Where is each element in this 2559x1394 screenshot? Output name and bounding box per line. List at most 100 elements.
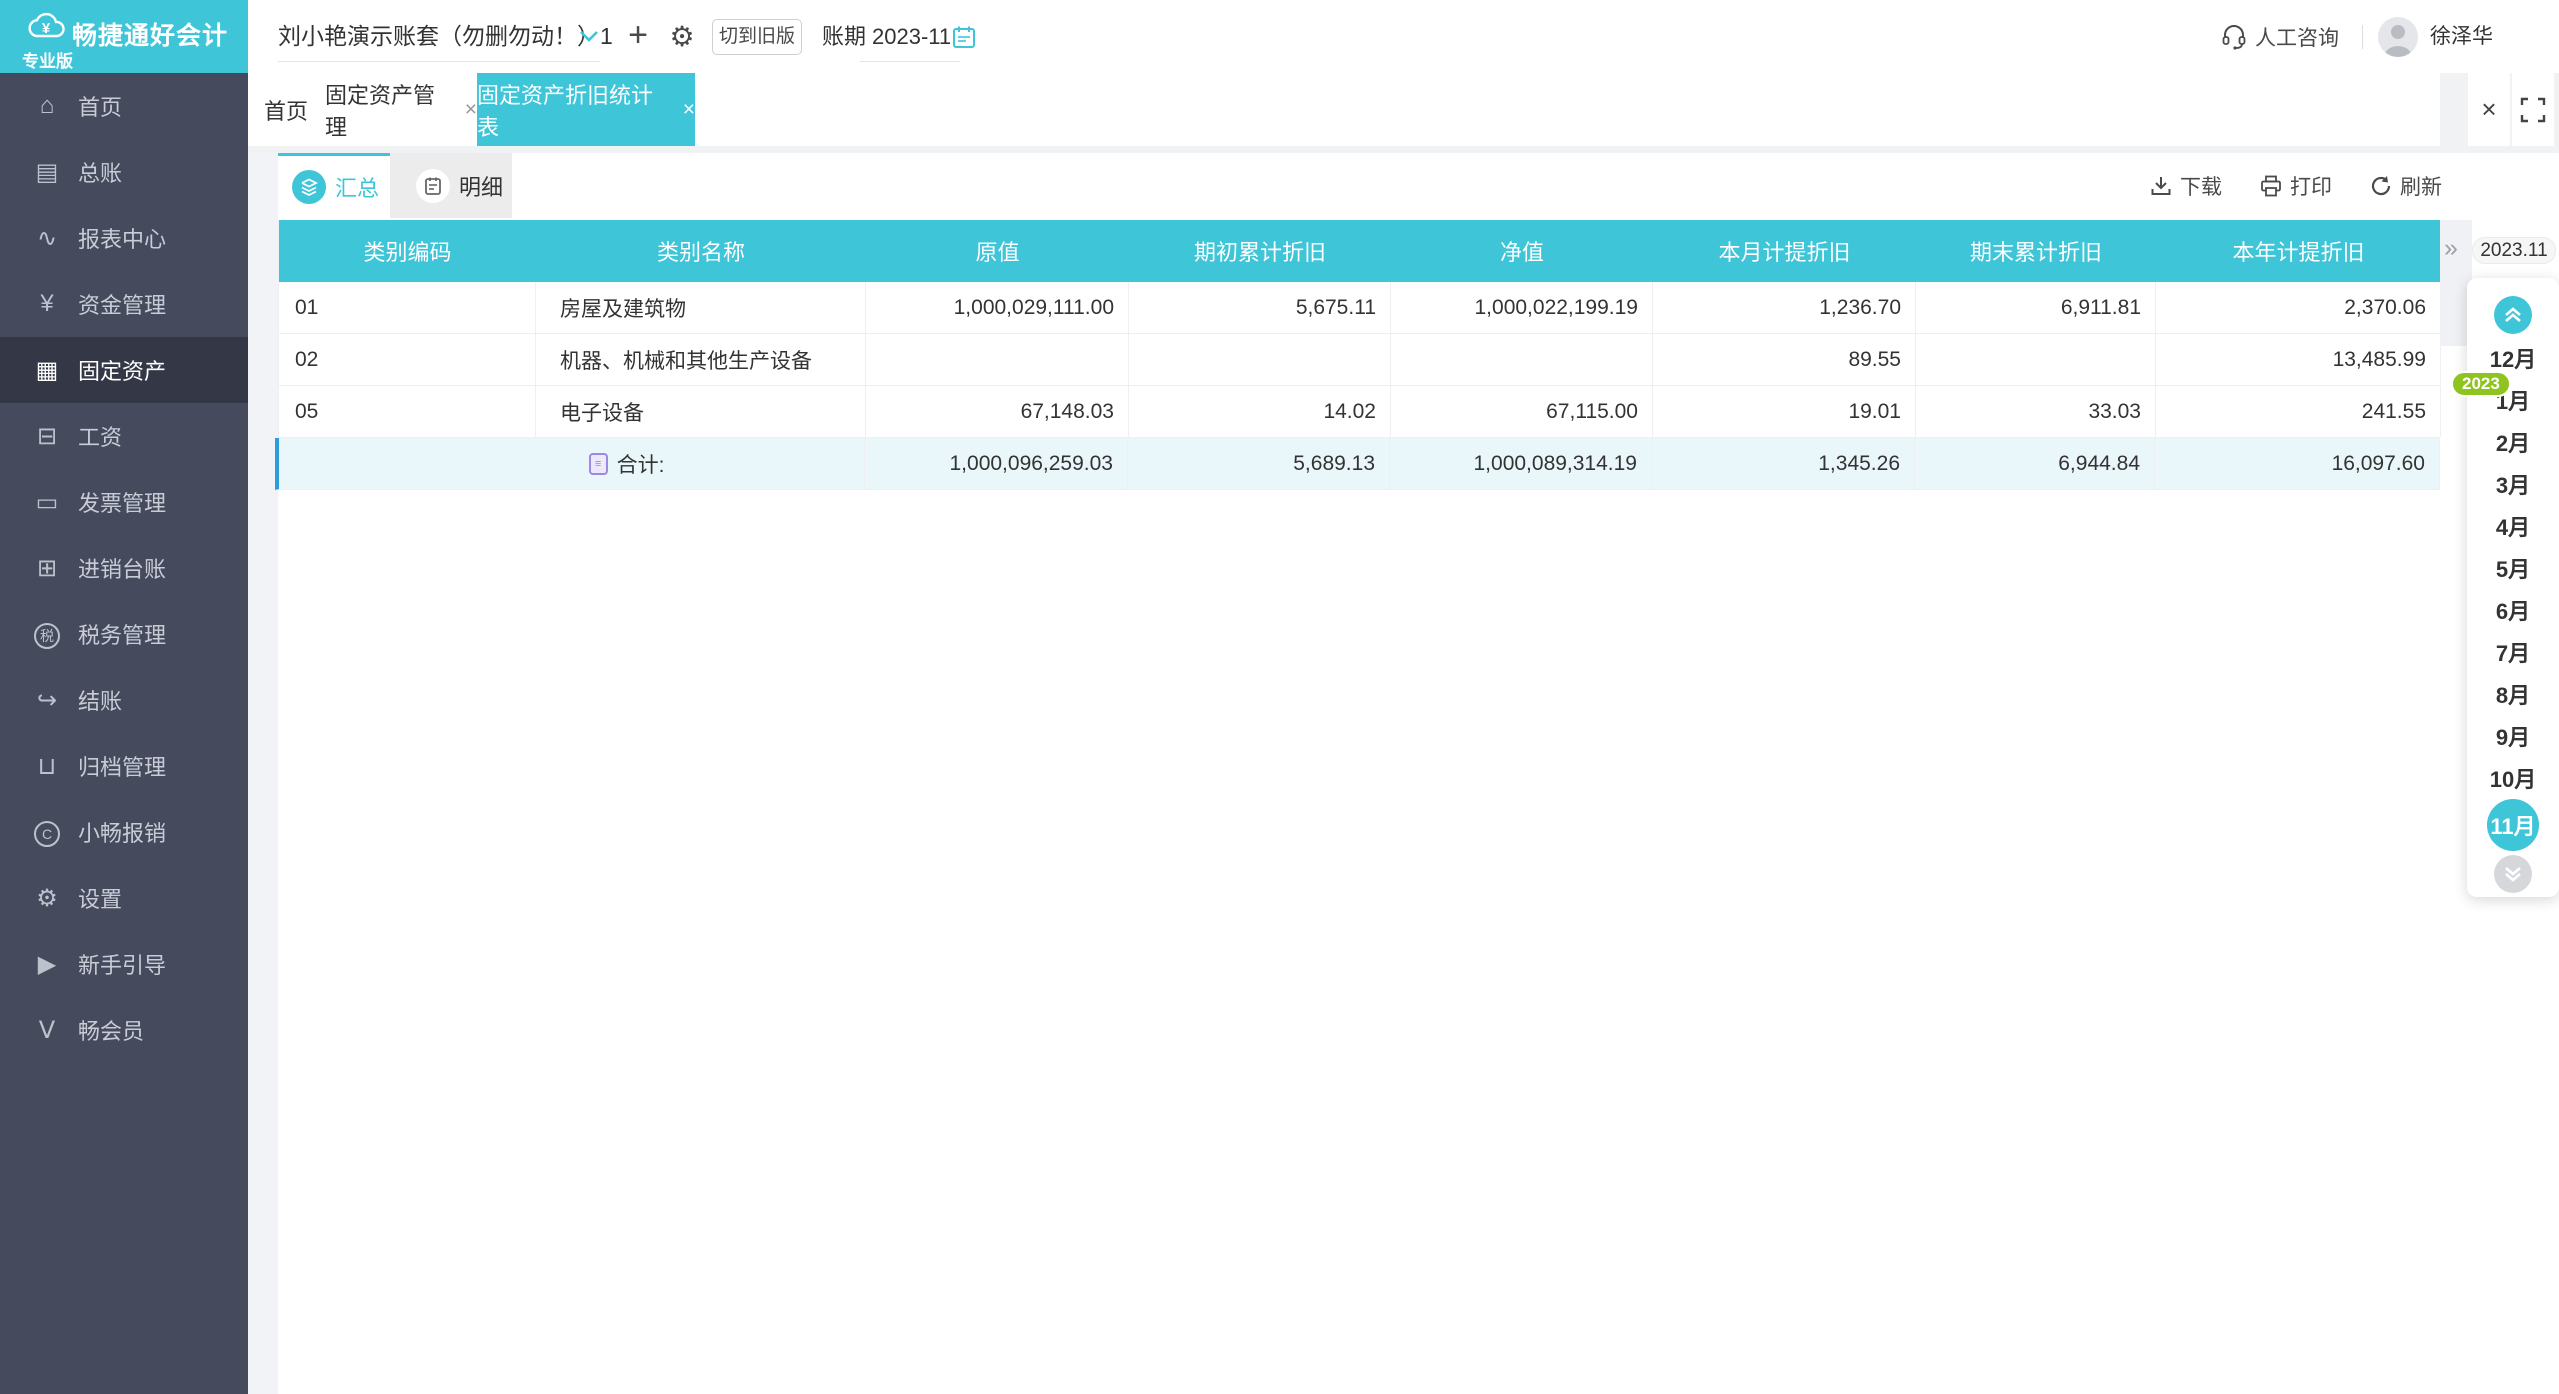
column-header[interactable]: 类别编码	[363, 240, 452, 265]
sidebar-item-home[interactable]: ⌂ 首页	[0, 73, 248, 139]
sidebar-item-label: 归档管理	[78, 755, 167, 780]
download-button[interactable]: 下载	[2150, 171, 2222, 201]
cell-year-depr: 241.55	[2156, 386, 2441, 437]
view-tab-detail[interactable]: 明细	[390, 153, 512, 218]
view-tab-label: 明细	[459, 174, 504, 200]
month-item[interactable]: 9月	[2495, 725, 2531, 750]
month-item-selected[interactable]: 11月	[2467, 799, 2559, 851]
gear-icon[interactable]: ⚙	[669, 21, 695, 52]
table-row[interactable]: 05 电子设备 67,148.03 14.02 67,115.00 19.01 …	[279, 386, 2441, 438]
sidebar-item-closing[interactable]: ↪ 结账	[0, 667, 248, 733]
column-header[interactable]: 原值	[975, 240, 1020, 265]
layers-icon	[292, 170, 326, 204]
month-item[interactable]: 4月	[2495, 515, 2531, 540]
avatar[interactable]	[2378, 17, 2418, 57]
period-underline	[860, 61, 960, 62]
column-header[interactable]: 期初累计折旧	[1193, 240, 1326, 265]
fixed-assets-icon: ▦	[35, 356, 59, 384]
table-row[interactable]: 02 机器、机械和其他生产设备 89.55 13,485.99	[279, 334, 2441, 386]
cell-year-depr: 2,370.06	[2156, 282, 2441, 333]
month-item[interactable]: 12月	[2489, 347, 2537, 372]
scroll-down-button[interactable]	[2494, 855, 2532, 893]
view-tab-label: 汇总	[335, 176, 380, 201]
close-icon[interactable]: ×	[682, 97, 695, 121]
print-button[interactable]: 打印	[2260, 171, 2332, 201]
table-header-row: 类别编码 类别名称 原值 期初累计折旧 净值 本月计提折旧 期末累计折旧 本年计…	[279, 220, 2440, 282]
table-row[interactable]: 01 房屋及建筑物 1,000,029,111.00 5,675.11 1,00…	[279, 282, 2441, 334]
sidebar-item-label: 税务管理	[78, 623, 167, 648]
tab-depreciation-report[interactable]: 固定资产折旧统计表 ×	[477, 73, 695, 146]
total-year-depr: 16,097.60	[2155, 438, 2440, 489]
cell-end-accum-depr: 6,911.81	[1916, 282, 2156, 333]
close-all-tabs-button[interactable]: ×	[2468, 73, 2510, 146]
chevron-double-up-icon	[2505, 307, 2521, 322]
sidebar-item-settings[interactable]: ⚙ 设置	[0, 865, 248, 931]
chevron-down-icon[interactable]	[578, 28, 600, 44]
sidebar-item-funds[interactable]: ¥ 资金管理	[0, 271, 248, 337]
month-item[interactable]: 8月	[2495, 683, 2531, 708]
tab-fixed-assets-management[interactable]: 固定资产管理 ×	[325, 73, 477, 146]
sidebar-item-archive[interactable]: ⊔ 归档管理	[0, 733, 248, 799]
column-header[interactable]: 净值	[1499, 240, 1544, 265]
sidebar-item-fixed-assets[interactable]: ▦ 固定资产	[0, 337, 248, 403]
sidebar-item-report-center[interactable]: ∿ 报表中心	[0, 205, 248, 271]
sidebar-item-label: 首页	[78, 95, 123, 120]
reimburse-icon: C	[32, 818, 62, 847]
account-set-selector[interactable]: 刘小艳演示账套（勿删勿动！）1	[278, 23, 613, 49]
sidebar-item-member[interactable]: Ⅴ 畅会员	[0, 997, 248, 1063]
cell-begin-accum-depr: 14.02	[1129, 386, 1391, 437]
action-label: 刷新	[2400, 175, 2442, 199]
support-label: 人工咨询	[2255, 26, 2339, 50]
close-icon[interactable]: ×	[464, 97, 477, 121]
account-underline	[278, 61, 600, 62]
tab-home[interactable]: 首页	[248, 73, 324, 146]
support-button[interactable]: 人工咨询	[2222, 0, 2339, 73]
sidebar-item-label: 报表中心	[78, 227, 167, 252]
column-header[interactable]: 期末累计折旧	[1969, 240, 2102, 265]
brand-name: 畅捷通好会计	[72, 22, 229, 50]
collapse-panel-icon[interactable]: »	[2444, 234, 2458, 262]
sidebar-item-invoice[interactable]: ▭ 发票管理	[0, 469, 248, 535]
current-period-pill[interactable]: 2023.11	[2472, 237, 2556, 264]
member-icon: Ⅴ	[38, 1016, 56, 1044]
fullscreen-button[interactable]	[2512, 73, 2554, 146]
sidebar-item-tax[interactable]: 税 税务管理	[0, 601, 248, 667]
calendar-icon[interactable]	[952, 25, 976, 49]
sidebar-item-payroll[interactable]: ⊟ 工资	[0, 403, 248, 469]
month-item[interactable]: 7月	[2495, 641, 2531, 666]
brand-edition: 专业版	[22, 52, 73, 71]
sidebar-item-label: 畅会员	[78, 1019, 145, 1044]
switch-old-version-button[interactable]: 切到旧版	[712, 19, 802, 55]
sidebar-item-purchase-sales[interactable]: ⊞ 进销台账	[0, 535, 248, 601]
month-item[interactable]: 3月	[2495, 473, 2531, 498]
topbar-divider	[2362, 25, 2363, 49]
view-tab-summary[interactable]: 汇总	[278, 153, 390, 218]
chevron-double-down-icon	[2505, 867, 2521, 882]
sidebar-item-guide[interactable]: ▶ 新手引导	[0, 931, 248, 997]
month-picker-panel: 2023 12月 1月 2月 3月 4月 5月 6月 7月 8月 9月 10月 …	[2451, 278, 2559, 897]
cell-category-code: 05	[279, 386, 536, 437]
person-icon	[2384, 25, 2412, 57]
sidebar-item-reimburse[interactable]: C 小畅报销	[0, 799, 248, 865]
sidebar-item-label: 资金管理	[78, 293, 167, 318]
column-header[interactable]: 类别名称	[656, 240, 745, 265]
column-header[interactable]: 本年计提折旧	[2232, 240, 2365, 265]
month-item[interactable]: 10月	[2489, 767, 2537, 792]
scroll-up-button[interactable]	[2494, 296, 2532, 334]
period-value[interactable]: 2023-11	[872, 24, 952, 49]
month-item[interactable]: 2月	[2495, 431, 2531, 456]
month-item[interactable]: 6月	[2495, 599, 2531, 624]
user-name[interactable]: 徐泽华	[2430, 25, 2493, 48]
current-period-text: 2023.11	[2480, 239, 2548, 261]
print-icon	[2261, 175, 2281, 196]
column-header[interactable]: 本月计提折旧	[1718, 240, 1851, 265]
refresh-button[interactable]: 刷新	[2370, 171, 2442, 201]
add-account-button[interactable]: +	[628, 16, 648, 54]
report-center-icon: ∿	[36, 224, 58, 252]
logo: ¥ 畅捷通好会计 专业版	[0, 0, 248, 73]
invoice-icon: ▭	[35, 488, 59, 516]
sidebar-item-label: 固定资产	[78, 359, 167, 384]
month-item[interactable]: 5月	[2495, 557, 2531, 582]
fullscreen-icon	[2520, 97, 2546, 122]
sidebar-item-general-ledger[interactable]: ▤ 总账	[0, 139, 248, 205]
